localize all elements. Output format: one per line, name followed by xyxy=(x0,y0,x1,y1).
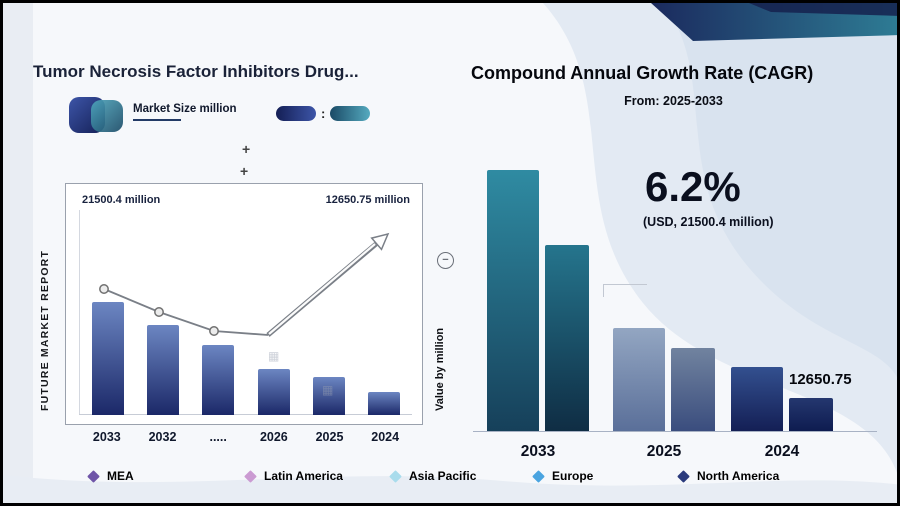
left-chart-annotation-right: 12650.75 million xyxy=(325,194,410,206)
legend-diamond-icon xyxy=(532,469,545,483)
cagr-caption: (USD, 21500.4 million) xyxy=(643,215,774,229)
right-chart-x-axis xyxy=(473,431,877,432)
right-subtitle: From: 2025-2033 xyxy=(624,94,723,108)
left-bar-2026 xyxy=(257,368,290,415)
legend-diamond-icon xyxy=(389,469,402,483)
left-x-label: ..... xyxy=(209,430,227,444)
right-x-label: 2025 xyxy=(646,443,682,460)
right-title: Compound Annual Growth Rate (CAGR) xyxy=(471,63,814,83)
trend-line-arrow: ▦ ▦ xyxy=(99,232,390,397)
left-bar-column xyxy=(191,302,246,415)
bracket-decoration xyxy=(603,284,647,297)
market-size-legend-label: Market Size million xyxy=(133,103,237,115)
right-bar-secondary-2033 xyxy=(545,244,589,431)
legend-diamond-icon xyxy=(244,469,257,483)
legend-item-mea: MEA xyxy=(87,469,246,483)
legend-diamond-icon xyxy=(677,469,690,483)
legend-label: North America xyxy=(697,469,780,483)
pill-navy xyxy=(276,106,316,121)
right-x-label: 2024 xyxy=(764,443,800,460)
right-bar-group-2024: 2024 xyxy=(731,153,833,460)
legend-label: Latin America xyxy=(264,469,343,483)
right-bar-secondary-2025 xyxy=(671,347,715,431)
pill-divider: : xyxy=(276,106,371,121)
brand-logo xyxy=(69,97,129,135)
right-bar-primary-2025 xyxy=(613,328,665,431)
right-chart-annotation: 12650.75 xyxy=(789,371,852,388)
left-x-label: 2024 xyxy=(371,430,400,444)
left-x-label: 2025 xyxy=(315,430,344,444)
right-bar-secondary-2024 xyxy=(789,397,833,431)
underline-decoration xyxy=(133,119,181,121)
pill-colon: : xyxy=(321,106,326,121)
left-x-label: 2026 xyxy=(259,430,288,444)
grid-glyph-icon: ▦ xyxy=(322,383,333,397)
side-watermark-text: FUTURE MARKET REPORT xyxy=(39,249,51,411)
legend-diamond-icon xyxy=(87,469,100,483)
left-chart-labels: 2033 2032..... 2026 2025 2024 xyxy=(79,430,413,444)
legend-label: Europe xyxy=(552,469,594,483)
region-legend: MEA Latin America Asia Pacific Europe North … xyxy=(87,469,849,483)
logo-teal-shape xyxy=(91,100,123,132)
left-bar-column xyxy=(135,302,190,415)
left-chart-bars xyxy=(80,302,412,415)
left-bar-2025 xyxy=(312,376,345,415)
left-bar-2032 xyxy=(146,324,179,415)
left-bar-..... xyxy=(202,344,235,415)
left-chart-x-axis xyxy=(79,414,412,415)
left-chart-annotation-left: 21500.4 million xyxy=(82,194,161,206)
left-x-label: 2032 xyxy=(148,430,177,444)
right-chart-groups: 2033 2025 2024 xyxy=(473,153,877,460)
minus-glyph: − xyxy=(442,254,449,266)
plus-icon: + xyxy=(240,163,249,179)
cagr-value: 6.2% xyxy=(645,163,741,210)
left-bar-column xyxy=(357,302,412,415)
legend-label: MEA xyxy=(107,469,134,483)
left-bar-2033 xyxy=(91,302,124,415)
right-bar-group-2025: 2025 xyxy=(613,153,715,460)
left-x-label: 2033 xyxy=(92,430,121,444)
legend-item-latin-america: Latin America xyxy=(244,469,391,483)
right-bar-primary-2033 xyxy=(487,169,539,431)
pill-teal xyxy=(330,106,371,121)
legend-item-north-america: North America xyxy=(677,469,849,483)
left-bar-column xyxy=(301,302,356,415)
grid-glyph-icon: ▦ xyxy=(268,349,279,363)
left-bar-2024 xyxy=(368,392,401,415)
right-x-label: 2033 xyxy=(520,443,556,460)
legend-item-asia-pacific: Asia Pacific xyxy=(389,469,534,483)
left-bar-column xyxy=(246,302,301,415)
legend-item-europe: Europe xyxy=(532,469,679,483)
plus-icon: + xyxy=(242,141,251,157)
minus-circle-icon: − xyxy=(437,252,454,269)
legend-label: Asia Pacific xyxy=(409,469,477,483)
left-bar-column xyxy=(80,302,135,415)
left-chart-panel: 21500.4 million 12650.75 million ▦ ▦ xyxy=(65,183,423,425)
right-bar-primary-2024 xyxy=(731,367,783,431)
left-title: Tumor Necrosis Factor Inhibitors Drug... xyxy=(33,62,359,81)
right-chart-y-label: Value by million xyxy=(434,327,446,411)
right-bar-group-2033: 2033 xyxy=(487,153,589,460)
left-chart-y-axis xyxy=(79,210,80,415)
